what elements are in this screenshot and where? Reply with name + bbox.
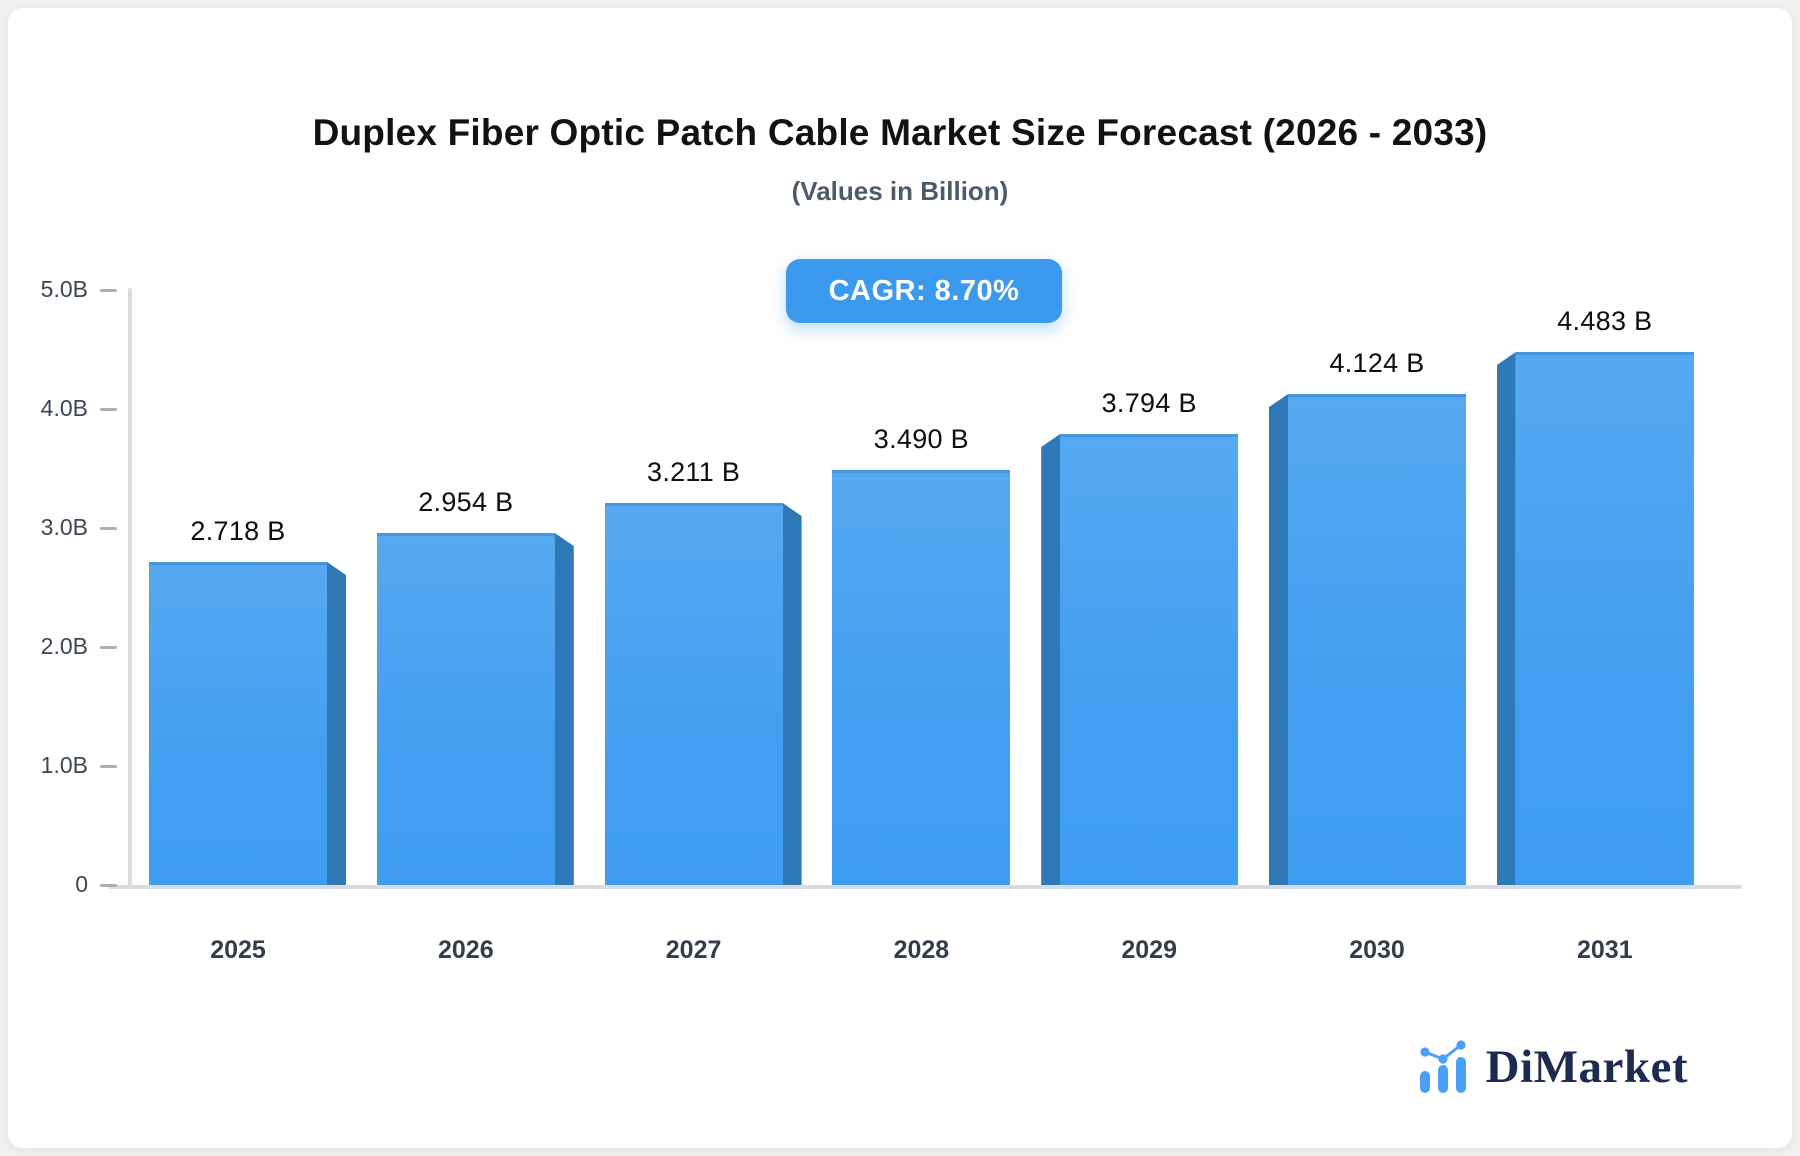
bar-2029 [1060, 434, 1239, 885]
x-axis-label: 2025 [210, 936, 266, 964]
brand-name: DiMarket [1485, 1041, 1688, 1093]
x-axis-label: 2029 [1121, 936, 1177, 964]
x-axis-label: 2028 [893, 936, 950, 964]
bar-value-label: 3.490 B [873, 424, 969, 454]
bar-2026 [376, 533, 555, 885]
y-axis-label: 0 [75, 871, 88, 897]
bar-2027-side-face [782, 503, 802, 885]
bar-value-label: 3.211 B [647, 457, 741, 487]
y-axis-tick [100, 884, 117, 887]
brand-logo: DiMarket [1417, 1036, 1688, 1098]
bar-2028 [832, 470, 1011, 885]
bar-2026-side-face [554, 533, 574, 885]
bar-value-label: 3.794 B [1101, 388, 1197, 418]
bar-2027 [604, 503, 783, 885]
x-axis-line [108, 885, 1742, 889]
bar-2025-side-face [327, 562, 346, 885]
y-axis-tick [100, 527, 117, 530]
x-axis-label: 2030 [1349, 936, 1405, 964]
bar-chart-plot-area: 5.0B 4.0B 3.0B 2.0B 1.0B 0 2.718 B 2025 2.954 B 2… [8, 8, 1792, 1148]
bar-2030-side-face [1269, 394, 1288, 885]
y-axis-tick [100, 408, 117, 411]
y-axis-label: 3.0B [40, 514, 88, 540]
x-axis-label: 2031 [1576, 936, 1633, 964]
bar-value-label: 2.718 B [190, 516, 286, 546]
y-axis-line [128, 288, 132, 887]
chart-title: Duplex Fiber Optic Patch Cable Market Si… [312, 112, 1488, 153]
y-axis-label: 5.0B [40, 276, 88, 302]
x-axis-label: 2027 [665, 936, 722, 964]
y-axis-tick [100, 289, 117, 292]
y-axis-label: 4.0B [40, 395, 88, 421]
x-axis-label: 2026 [437, 936, 494, 964]
bar-2025 [149, 562, 327, 885]
chart-subtitle: (Values in Billion) [791, 176, 1009, 206]
y-axis-label: 1.0B [40, 752, 88, 778]
chart-card: Duplex Fiber Optic Patch Cable Market Si… [8, 8, 1792, 1148]
bar-2031 [1515, 352, 1694, 885]
bar-2030 [1288, 394, 1466, 885]
bar-2031-side-face [1496, 352, 1516, 885]
bar-chart-sparkline-icon [1419, 1040, 1466, 1093]
y-axis-label: 2.0B [40, 633, 88, 659]
bar-value-label: 4.483 B [1557, 306, 1653, 336]
bar-value-label: 2.954 B [418, 487, 514, 517]
cagr-badge: CAGR: 8.70% [786, 259, 1062, 323]
y-axis-tick [100, 646, 117, 649]
y-axis-tick [100, 765, 117, 768]
bar-value-label: 4.124 B [1329, 348, 1425, 378]
bar-2029-side-face [1041, 434, 1061, 885]
